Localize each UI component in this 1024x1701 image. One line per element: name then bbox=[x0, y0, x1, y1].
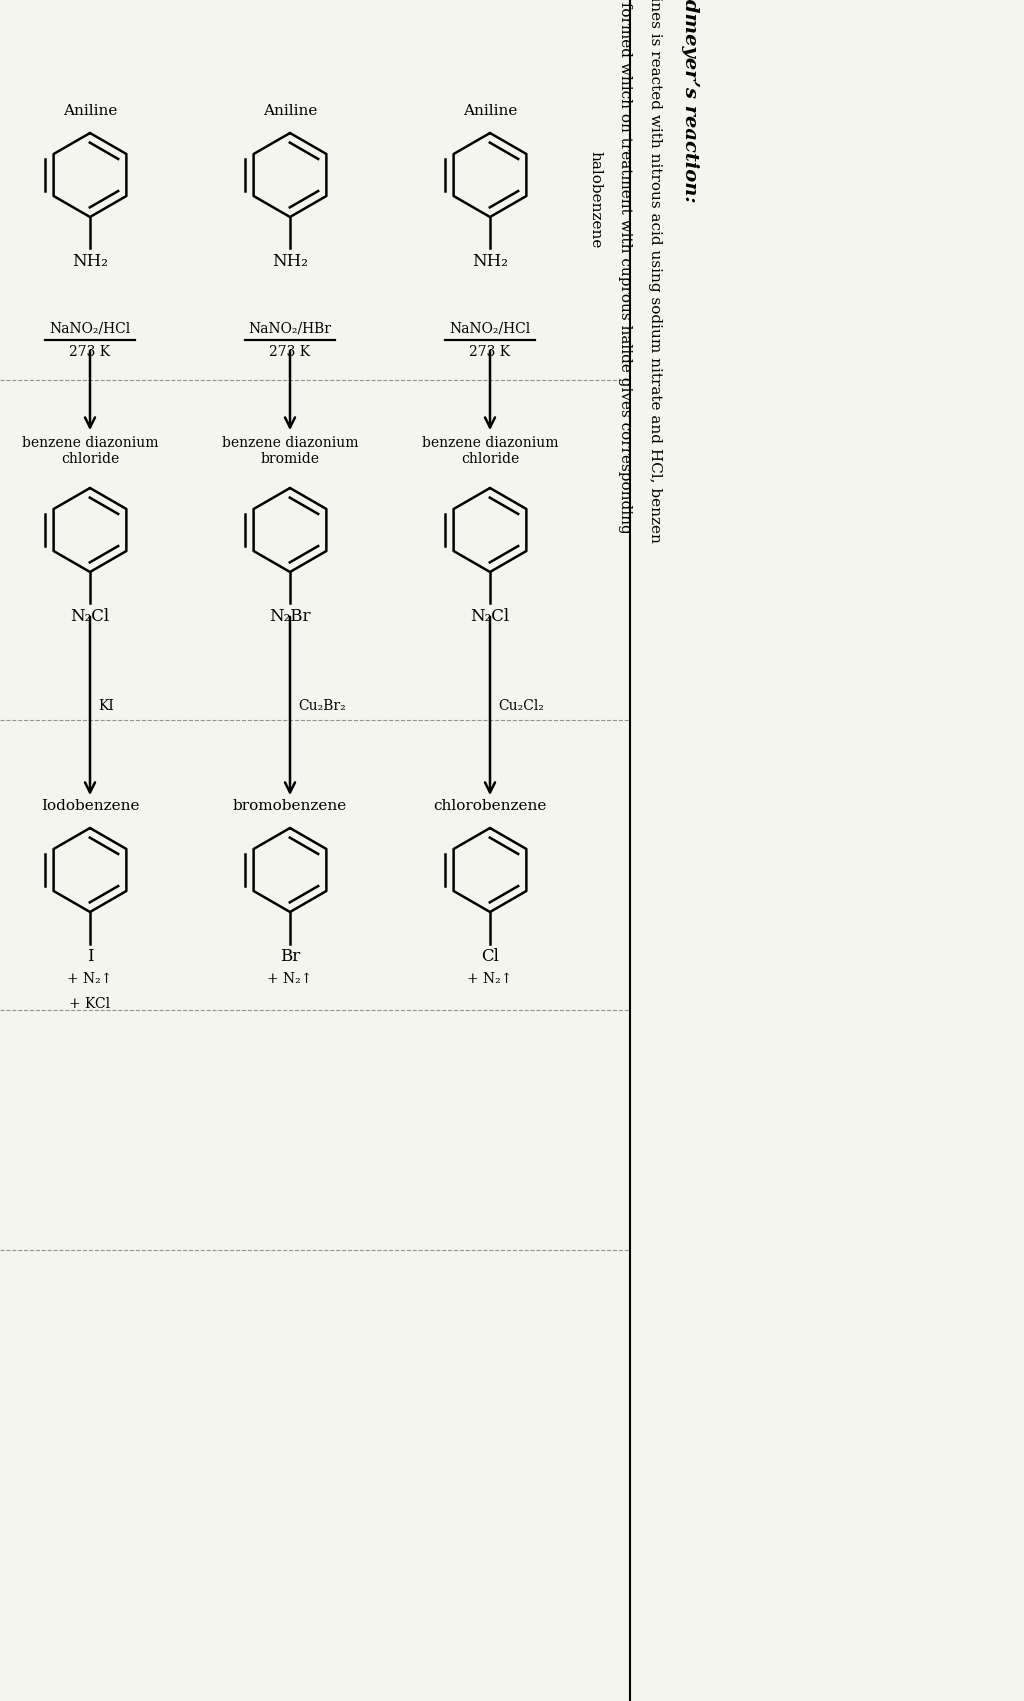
Text: When Primary amines is reacted with nitrous acid using sodium nitrate and HCl, b: When Primary amines is reacted with nitr… bbox=[648, 0, 662, 543]
Text: Br: Br bbox=[280, 947, 300, 964]
Text: Cu₂Cl₂: Cu₂Cl₂ bbox=[498, 699, 544, 713]
Text: NH₂: NH₂ bbox=[272, 252, 308, 269]
Text: halobenzene: halobenzene bbox=[588, 151, 602, 248]
Text: 273 K: 273 K bbox=[469, 345, 511, 359]
Text: NH₂: NH₂ bbox=[72, 252, 108, 269]
Text: 273 K: 273 K bbox=[269, 345, 310, 359]
Text: benzene diazonium: benzene diazonium bbox=[422, 435, 558, 451]
Text: NaNO₂/HCl: NaNO₂/HCl bbox=[49, 321, 131, 335]
Text: Iodobenzene: Iodobenzene bbox=[41, 799, 139, 813]
Text: Cu₂Br₂: Cu₂Br₂ bbox=[298, 699, 346, 713]
Text: KI: KI bbox=[98, 699, 114, 713]
Text: NaNO₂/HCl: NaNO₂/HCl bbox=[450, 321, 530, 335]
Text: NaNO₂/HBr: NaNO₂/HBr bbox=[249, 321, 332, 335]
Text: + KCl: + KCl bbox=[70, 997, 111, 1010]
Text: bromide: bromide bbox=[260, 452, 319, 466]
Text: Cl: Cl bbox=[481, 947, 499, 964]
Text: Sandmeyer’s reaction:: Sandmeyer’s reaction: bbox=[681, 0, 699, 202]
Text: + N₂↑: + N₂↑ bbox=[467, 971, 513, 987]
Text: chloride: chloride bbox=[461, 452, 519, 466]
Text: N₂Cl: N₂Cl bbox=[71, 607, 110, 624]
Text: + N₂↑: + N₂↑ bbox=[68, 971, 113, 987]
Text: bromobenzene: bromobenzene bbox=[232, 799, 347, 813]
Text: Aniline: Aniline bbox=[463, 104, 517, 117]
Text: Aniline: Aniline bbox=[62, 104, 117, 117]
Text: Aniline: Aniline bbox=[263, 104, 317, 117]
Text: chloride: chloride bbox=[60, 452, 119, 466]
Text: + N₂↑: + N₂↑ bbox=[267, 971, 312, 987]
Text: benzene diazonium: benzene diazonium bbox=[22, 435, 159, 451]
Text: benzene diazonium: benzene diazonium bbox=[222, 435, 358, 451]
Text: N₂Cl: N₂Cl bbox=[470, 607, 510, 624]
Text: N₂Br: N₂Br bbox=[269, 607, 310, 624]
Text: I: I bbox=[87, 947, 93, 964]
Text: 273 K: 273 K bbox=[70, 345, 111, 359]
Text: diazonium salt is formed which on treatment with cuprous halide gives correspond: diazonium salt is formed which on treatm… bbox=[618, 0, 632, 534]
Text: NH₂: NH₂ bbox=[472, 252, 508, 269]
Text: chlorobenzene: chlorobenzene bbox=[433, 799, 547, 813]
